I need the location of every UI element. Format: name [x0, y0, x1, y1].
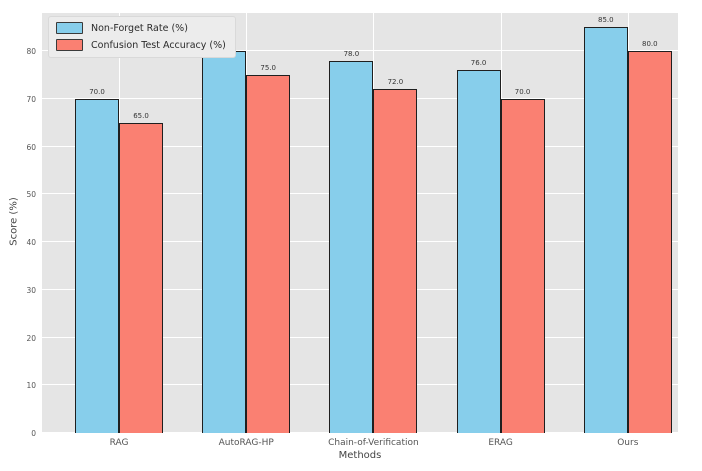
y-tick-label: 0 [31, 429, 36, 438]
y-tick-label: 50 [26, 190, 36, 200]
x-tick-label-RAG: RAG [109, 438, 129, 448]
legend-label: Confusion Test Accuracy (%) [91, 39, 226, 51]
legend-item: Confusion Test Accuracy (%) [56, 38, 226, 52]
y-tick-label: 60 [26, 142, 36, 152]
y-tick-label: 70 [26, 94, 36, 104]
bar-RAG-series0 [75, 98, 119, 433]
x-tick-label-Ours: Ours [617, 438, 639, 448]
bar-Ours-series1 [627, 51, 672, 433]
x-tick-label-Chain-of-Verification: Chain-of-Verification [328, 438, 419, 448]
bar-Chain-of-Verification-series1 [373, 89, 418, 433]
bar-value-label: 78.0 [343, 49, 360, 58]
x-tick-label-ERAG: ERAG [488, 438, 513, 448]
bar-AutoRAG-HP-series0 [202, 51, 247, 433]
bar-RAG-series1 [119, 122, 163, 433]
bar-value-label: 70.0 [514, 87, 531, 96]
legend: Non-Forget Rate (%) Confusion Test Accura… [48, 16, 236, 58]
y-tick-label: 40 [26, 238, 36, 248]
x-tick-label-AutoRAG-HP: AutoRAG-HP [218, 438, 274, 448]
bar-value-label: 85.0 [598, 16, 614, 25]
bar-Ours-series0 [583, 27, 628, 433]
y-tick-label: 80 [26, 47, 36, 57]
y-tick-label: 30 [26, 285, 36, 295]
bar-value-label: 72.0 [387, 78, 404, 87]
legend-label: Non-Forget Rate (%) [91, 22, 188, 34]
bar-value-label: 76.0 [470, 59, 487, 68]
legend-item: Non-Forget Rate (%) [56, 21, 226, 35]
y-tick-label: 20 [26, 333, 36, 343]
bar-ERAG-series0 [456, 70, 501, 433]
legend-swatch-icon [56, 39, 83, 51]
x-axis-label: Methods [338, 450, 382, 461]
y-axis-label: Score (%) [8, 197, 20, 246]
gridline-horizontal [42, 50, 678, 52]
bar-value-label: 70.0 [89, 87, 105, 96]
bar-ERAG-series1 [500, 98, 545, 433]
plot-area: 70.080.078.076.085.065.075.072.070.080.0… [42, 13, 678, 433]
bar-AutoRAG-HP-series1 [246, 75, 291, 433]
y-tick-label: 10 [26, 381, 36, 391]
bar-Chain-of-Verification-series0 [329, 60, 374, 433]
bars-layer: 70.080.078.076.085.065.075.072.070.080.0 [42, 13, 678, 433]
bar-value-label: 65.0 [133, 111, 149, 120]
legend-swatch-icon [56, 22, 83, 34]
bar-value-label: 80.0 [642, 40, 658, 49]
bar-value-label: 75.0 [260, 64, 276, 73]
